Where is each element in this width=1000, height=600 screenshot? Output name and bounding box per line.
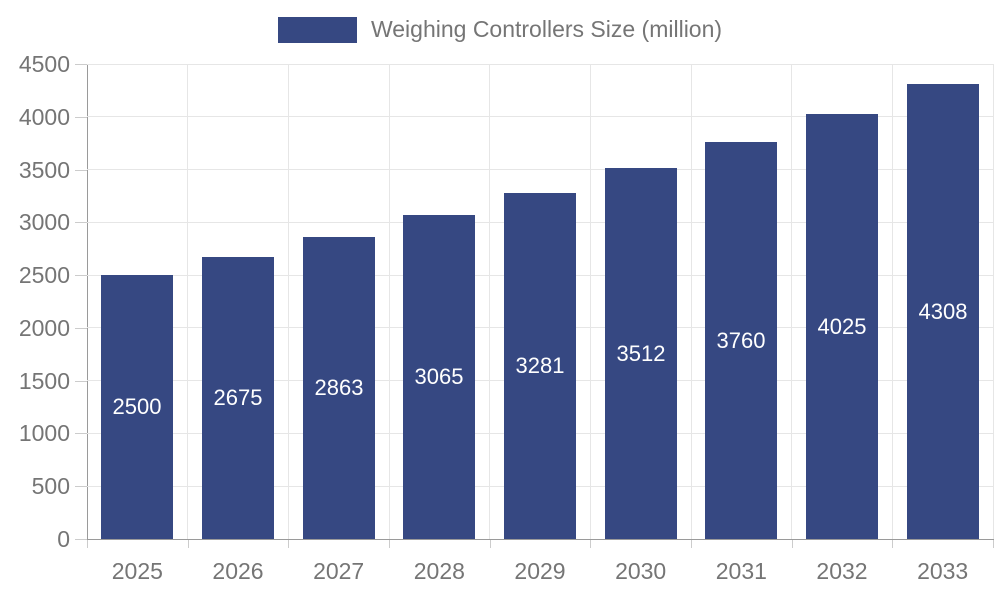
y-tick-mark-4000 [75, 116, 87, 118]
gridline-x-7 [791, 64, 793, 539]
x-tick-label-2027: 2027 [313, 558, 365, 584]
bar-2026[interactable]: 2675 [202, 257, 274, 539]
bar-value-label-2025: 2500 [112, 394, 162, 419]
gridline-x-3 [388, 64, 390, 539]
y-tick-mark-4500 [75, 64, 87, 65]
y-tick-mark-0 [75, 539, 87, 540]
gridline-x-2 [287, 64, 289, 539]
x-tick-mark-8 [892, 540, 894, 548]
x-tick-mark-9 [993, 540, 994, 548]
x-tick-mark-1 [187, 540, 189, 548]
y-tick-label-1000: 1000 [18, 420, 70, 447]
x-tick-label-2026: 2026 [212, 558, 264, 584]
legend: Weighing Controllers Size (million) [0, 16, 1000, 43]
bar-value-label-2027: 2863 [314, 375, 364, 400]
gridline-y-4500 [87, 63, 993, 65]
x-tick-mark-6 [691, 540, 692, 548]
y-tick-mark-3500 [75, 169, 87, 171]
bar-2025[interactable]: 2500 [101, 275, 173, 539]
y-tick-label-4500: 4500 [18, 51, 70, 77]
x-tick-mark-3 [389, 540, 390, 548]
bar-value-label-2033: 4308 [918, 298, 968, 324]
legend-swatch[interactable] [277, 16, 357, 43]
y-tick-label-0: 0 [57, 526, 70, 552]
bar-2027[interactable]: 2863 [303, 237, 375, 539]
y-tick-label-4000: 4000 [18, 103, 70, 130]
x-tick-label-2029: 2029 [514, 558, 566, 584]
bar-2031[interactable]: 3760 [705, 142, 777, 539]
y-tick-label-2000: 2000 [18, 314, 70, 341]
y-tick-mark-1500 [75, 380, 87, 382]
y-tick-mark-1000 [75, 433, 87, 435]
x-tick-mark-7 [791, 540, 793, 548]
legend-label[interactable]: Weighing Controllers Size (million) [370, 16, 723, 42]
gridline-y-3500 [87, 169, 993, 171]
gridline-x-9 [992, 64, 994, 539]
bar-value-label-2031: 3760 [716, 327, 766, 353]
x-tick-mark-0 [87, 540, 88, 548]
x-axis-line [87, 539, 994, 540]
bar-2028[interactable]: 3065 [403, 215, 475, 539]
bar-value-label-2028: 3065 [414, 364, 464, 389]
x-tick-mark-2 [288, 540, 290, 548]
y-tick-label-3000: 3000 [18, 209, 70, 236]
bar-value-label-2030: 3512 [616, 340, 666, 366]
gridline-x-4 [489, 64, 491, 539]
x-tick-label-2025: 2025 [111, 558, 163, 584]
y-tick-mark-2500 [75, 275, 87, 277]
bar-value-label-2026: 2675 [213, 385, 263, 410]
gridline-x-5 [589, 64, 591, 539]
bar-value-label-2032: 4025 [817, 313, 867, 339]
gridline-x-8 [891, 64, 893, 539]
y-tick-label-2500: 2500 [18, 262, 70, 289]
gridline-y-4000 [87, 116, 993, 118]
plot-area: 2500 2675 2863 3065 3281 3512 3760 4025 4308 [87, 63, 994, 539]
x-tick-mark-5 [590, 540, 592, 548]
bar-2029[interactable]: 3281 [504, 193, 576, 539]
y-tick-label-3500: 3500 [18, 156, 70, 183]
y-tick-label-500: 500 [31, 473, 70, 500]
x-tick-mark-4 [489, 540, 491, 548]
y-axis-line [87, 64, 88, 547]
y-tick-mark-500 [75, 486, 87, 488]
bar-2033[interactable]: 4308 [907, 84, 979, 539]
y-tick-label-1500: 1500 [18, 367, 70, 394]
bar-2032[interactable]: 4025 [806, 114, 878, 539]
gridline-x-1 [187, 64, 189, 539]
bar-value-label-2029: 3281 [515, 353, 565, 378]
y-tick-mark-3000 [75, 222, 87, 224]
gridline-x-6 [690, 64, 692, 539]
x-tick-label-2031: 2031 [715, 558, 767, 584]
x-tick-label-2032: 2032 [816, 558, 868, 584]
y-tick-mark-2000 [75, 327, 87, 329]
x-tick-label-2030: 2030 [615, 558, 667, 584]
x-tick-label-2028: 2028 [413, 558, 465, 584]
bar-2030[interactable]: 3512 [605, 168, 677, 539]
x-tick-label-2033: 2033 [917, 558, 969, 584]
